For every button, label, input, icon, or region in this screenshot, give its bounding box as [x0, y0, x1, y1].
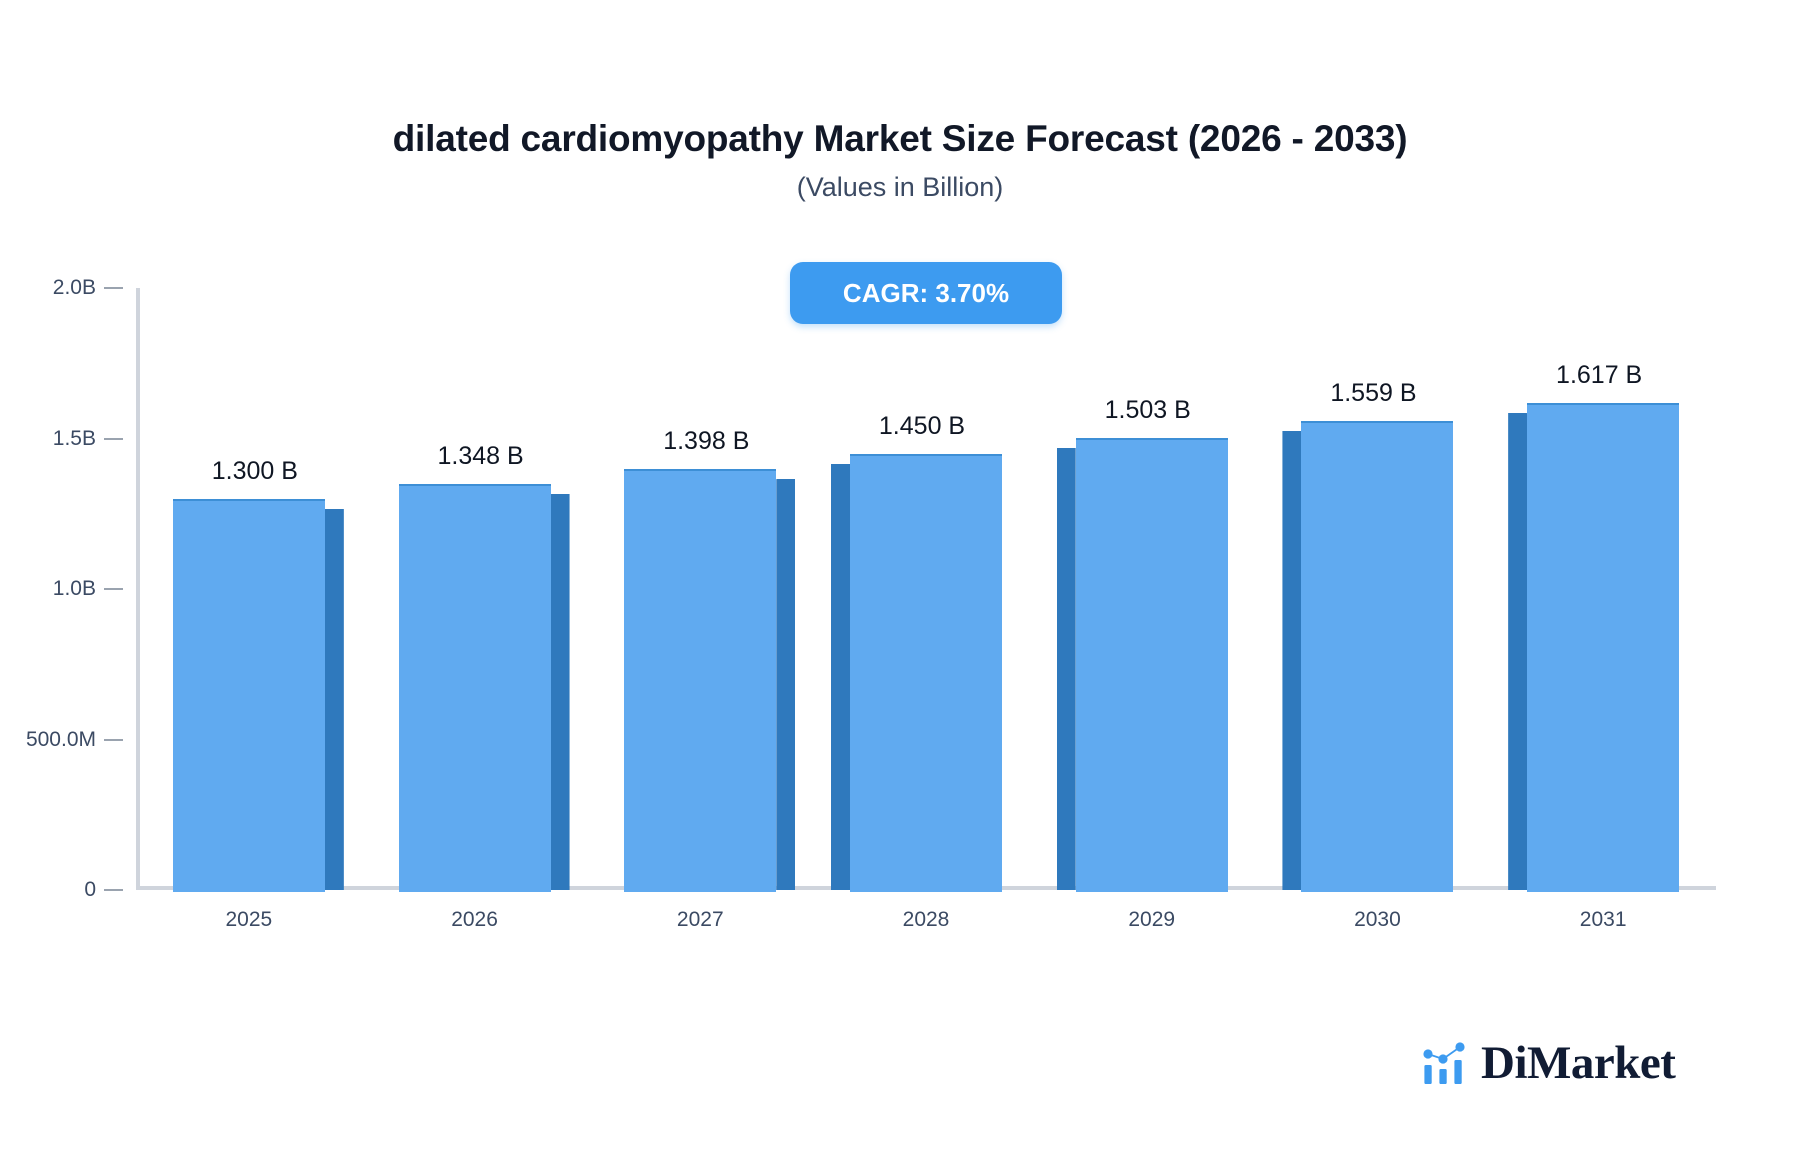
bar — [1056, 437, 1228, 892]
x-tick-label: 2031 — [1579, 908, 1627, 931]
bar-side-face — [324, 508, 344, 890]
bar-front-face — [624, 469, 777, 892]
x-tick-label: 2026 — [451, 908, 498, 931]
bar-value-label: 1.300 B — [211, 456, 298, 485]
y-tick-label: 500.0M — [25, 727, 96, 751]
bar-front-face — [1301, 420, 1454, 892]
y-tick-dash — [104, 437, 123, 440]
bar-front-face — [1527, 403, 1680, 892]
bar-value-label: 1.503 B — [1104, 395, 1191, 424]
x-tick-label: 2030 — [1354, 908, 1401, 931]
bar — [1508, 403, 1680, 892]
bar — [398, 484, 570, 892]
bar-front-face — [398, 484, 551, 892]
bar-chart-icon — [1422, 1038, 1470, 1086]
x-tick-label: 2029 — [1128, 908, 1176, 931]
bar-value-label: 1.398 B — [663, 427, 750, 456]
bar-side-face — [776, 479, 796, 890]
bar-value-label: 1.559 B — [1330, 378, 1417, 407]
x-tick-label: 2025 — [225, 908, 273, 931]
y-tick-dash — [104, 287, 123, 289]
y-tick-label: 1.5B — [52, 426, 96, 450]
bar-value-label: 1.617 B — [1556, 361, 1643, 390]
bar-front-face — [850, 453, 1002, 892]
bar-side-face — [831, 463, 850, 890]
bar — [624, 469, 796, 892]
y-tick-label: 1.0B — [52, 577, 96, 600]
x-tick-label: 2028 — [902, 908, 950, 931]
y-tick-dash — [104, 738, 123, 741]
bar-side-face — [1282, 430, 1302, 890]
bar-value-label: 1.450 B — [878, 411, 966, 440]
x-tick-label: 2027 — [676, 908, 724, 931]
logo-wordmark: DiMarket — [1481, 1037, 1676, 1090]
bar-side-face — [550, 494, 570, 890]
bar-front-face — [1075, 437, 1228, 892]
cagr-badge: CAGR: 3.70% — [790, 262, 1062, 324]
chart-subtitle: (Values in Billion) — [796, 172, 1004, 202]
dimarket-logo: DiMarket — [1422, 1037, 1676, 1090]
bar — [1282, 420, 1454, 892]
y-tick-dash — [104, 889, 123, 891]
y-tick-label: 2.0B — [52, 276, 96, 299]
bar — [831, 453, 1002, 892]
bar-side-face — [1056, 447, 1076, 890]
chart-title: dilated cardiomyopathy Market Size Forec… — [392, 118, 1408, 159]
y-axis-line — [136, 288, 140, 890]
y-tick-label: 0 — [84, 878, 96, 901]
y-tick-dash — [104, 588, 123, 590]
bar-side-face — [1508, 413, 1528, 890]
bar-front-face — [172, 498, 325, 892]
bar — [172, 498, 344, 892]
bar-value-label: 1.348 B — [437, 442, 524, 471]
